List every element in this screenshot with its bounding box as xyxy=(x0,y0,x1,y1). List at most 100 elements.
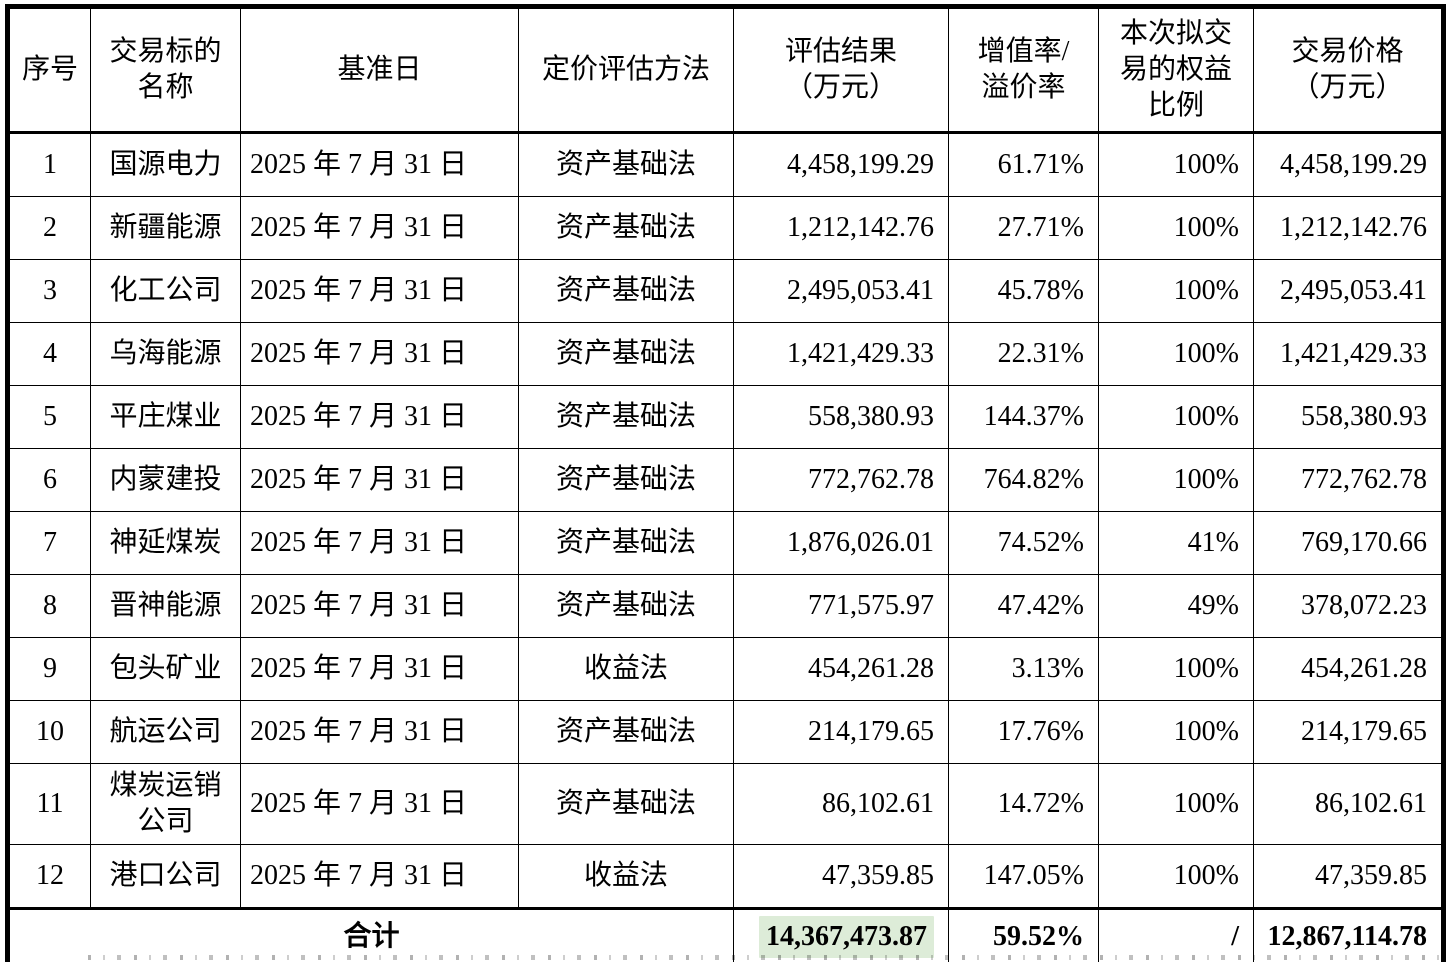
cell-rate: 22.31% xyxy=(948,322,1099,386)
cell-method: 资产基础法 xyxy=(518,196,734,260)
table-row: 3 化工公司 2025 年 7 月 31 日 资产基础法 2,495,053.4… xyxy=(7,259,1444,323)
table-row: 5 平庄煤业 2025 年 7 月 31 日 资产基础法 558,380.93 … xyxy=(7,385,1444,449)
valuation-table: 序号 交易标的 名称 基准日 定价评估方法 评估结果 （万元） 增值率/ 溢价率… xyxy=(5,4,1446,962)
cell-result: 1,212,142.76 xyxy=(733,196,949,260)
cell-rate: 764.82% xyxy=(948,448,1099,512)
header-no: 序号 xyxy=(7,6,91,134)
header-rate: 增值率/ 溢价率 xyxy=(948,6,1099,134)
cell-base-date: 2025 年 7 月 31 日 xyxy=(240,385,519,449)
cell-rate: 144.37% xyxy=(948,385,1099,449)
cell-equity-ratio: 100% xyxy=(1098,637,1254,701)
cell-base-date: 2025 年 7 月 31 日 xyxy=(240,574,519,638)
cell-base-date: 2025 年 7 月 31 日 xyxy=(240,844,519,909)
cell-base-date: 2025 年 7 月 31 日 xyxy=(240,196,519,260)
cell-rate: 27.71% xyxy=(948,196,1099,260)
cell-method: 资产基础法 xyxy=(518,259,734,323)
table-row: 1 国源电力 2025 年 7 月 31 日 资产基础法 4,458,199.2… xyxy=(7,132,1444,197)
cell-no: 2 xyxy=(7,196,91,260)
cell-no: 5 xyxy=(7,385,91,449)
cell-base-date: 2025 年 7 月 31 日 xyxy=(240,259,519,323)
cell-base-date: 2025 年 7 月 31 日 xyxy=(240,511,519,575)
cell-target-name: 新疆能源 xyxy=(90,196,241,260)
cell-result: 772,762.78 xyxy=(733,448,949,512)
cell-target-name: 神延煤炭 xyxy=(90,511,241,575)
cutoff-text-row xyxy=(88,955,1440,960)
cell-rate: 147.05% xyxy=(948,844,1099,909)
cell-target-name: 化工公司 xyxy=(90,259,241,323)
cell-rate: 61.71% xyxy=(948,132,1099,197)
cell-result: 2,495,053.41 xyxy=(733,259,949,323)
cell-equity-ratio: 100% xyxy=(1098,844,1254,909)
cell-target-name: 航运公司 xyxy=(90,700,241,764)
cell-method: 资产基础法 xyxy=(518,322,734,386)
cell-method: 资产基础法 xyxy=(518,700,734,764)
cell-result: 558,380.93 xyxy=(733,385,949,449)
cell-equity-ratio: 100% xyxy=(1098,196,1254,260)
header-equity-ratio: 本次拟交 易的权益 比例 xyxy=(1098,6,1254,134)
cell-no: 4 xyxy=(7,322,91,386)
cell-base-date: 2025 年 7 月 31 日 xyxy=(240,700,519,764)
table-row: 9 包头矿业 2025 年 7 月 31 日 收益法 454,261.28 3.… xyxy=(7,637,1444,701)
cell-method: 收益法 xyxy=(518,637,734,701)
cell-rate: 74.52% xyxy=(948,511,1099,575)
total-label: 合计 xyxy=(7,907,734,962)
cell-method: 资产基础法 xyxy=(518,574,734,638)
cell-price: 214,179.65 xyxy=(1253,700,1444,764)
cell-no: 3 xyxy=(7,259,91,323)
cell-rate: 45.78% xyxy=(948,259,1099,323)
cell-rate: 47.42% xyxy=(948,574,1099,638)
cell-target-name: 晋神能源 xyxy=(90,574,241,638)
cell-result: 214,179.65 xyxy=(733,700,949,764)
header-result: 评估结果 （万元） xyxy=(733,6,949,134)
cell-target-name: 包头矿业 xyxy=(90,637,241,701)
cell-price: 47,359.85 xyxy=(1253,844,1444,909)
cell-base-date: 2025 年 7 月 31 日 xyxy=(240,637,519,701)
cell-target-name: 国源电力 xyxy=(90,132,241,197)
cell-result: 1,876,026.01 xyxy=(733,511,949,575)
cell-method: 收益法 xyxy=(518,844,734,909)
cell-method: 资产基础法 xyxy=(518,763,734,845)
cell-equity-ratio: 100% xyxy=(1098,700,1254,764)
cell-price: 4,458,199.29 xyxy=(1253,132,1444,197)
cell-target-name: 平庄煤业 xyxy=(90,385,241,449)
cell-price: 558,380.93 xyxy=(1253,385,1444,449)
cell-no: 6 xyxy=(7,448,91,512)
cell-no: 10 xyxy=(7,700,91,764)
cell-method: 资产基础法 xyxy=(518,511,734,575)
table-row: 11 煤炭运销公司 2025 年 7 月 31 日 资产基础法 86,102.6… xyxy=(7,763,1444,845)
cell-price: 454,261.28 xyxy=(1253,637,1444,701)
cell-equity-ratio: 100% xyxy=(1098,259,1254,323)
header-base-date: 基准日 xyxy=(240,6,519,134)
cell-target-name: 内蒙建投 xyxy=(90,448,241,512)
table-row: 2 新疆能源 2025 年 7 月 31 日 资产基础法 1,212,142.7… xyxy=(7,196,1444,260)
cell-method: 资产基础法 xyxy=(518,385,734,449)
table-total-row: 合计 14,367,473.87 59.52% / 12,867,114.78 xyxy=(7,907,1444,962)
cell-result: 454,261.28 xyxy=(733,637,949,701)
cell-no: 11 xyxy=(7,763,91,845)
cell-no: 1 xyxy=(7,132,91,197)
cell-result: 771,575.97 xyxy=(733,574,949,638)
cell-base-date: 2025 年 7 月 31 日 xyxy=(240,132,519,197)
table-row: 10 航运公司 2025 年 7 月 31 日 资产基础法 214,179.65… xyxy=(7,700,1444,764)
table-row: 6 内蒙建投 2025 年 7 月 31 日 资产基础法 772,762.78 … xyxy=(7,448,1444,512)
total-result-highlight: 14,367,473.87 xyxy=(759,915,934,959)
cell-result: 86,102.61 xyxy=(733,763,949,845)
cell-result: 4,458,199.29 xyxy=(733,132,949,197)
cell-price: 1,421,429.33 xyxy=(1253,322,1444,386)
cell-no: 8 xyxy=(7,574,91,638)
table-row: 7 神延煤炭 2025 年 7 月 31 日 资产基础法 1,876,026.0… xyxy=(7,511,1444,575)
cell-price: 769,170.66 xyxy=(1253,511,1444,575)
cell-price: 1,212,142.76 xyxy=(1253,196,1444,260)
cell-rate: 3.13% xyxy=(948,637,1099,701)
table-row: 8 晋神能源 2025 年 7 月 31 日 资产基础法 771,575.97 … xyxy=(7,574,1444,638)
cell-method: 资产基础法 xyxy=(518,448,734,512)
cell-base-date: 2025 年 7 月 31 日 xyxy=(240,763,519,845)
table-row: 4 乌海能源 2025 年 7 月 31 日 资产基础法 1,421,429.3… xyxy=(7,322,1444,386)
total-result-cell: 14,367,473.87 xyxy=(733,907,949,962)
cell-method: 资产基础法 xyxy=(518,132,734,197)
table-row: 12 港口公司 2025 年 7 月 31 日 收益法 47,359.85 14… xyxy=(7,844,1444,909)
header-price: 交易价格 （万元） xyxy=(1253,6,1444,134)
cell-no: 9 xyxy=(7,637,91,701)
cell-base-date: 2025 年 7 月 31 日 xyxy=(240,448,519,512)
